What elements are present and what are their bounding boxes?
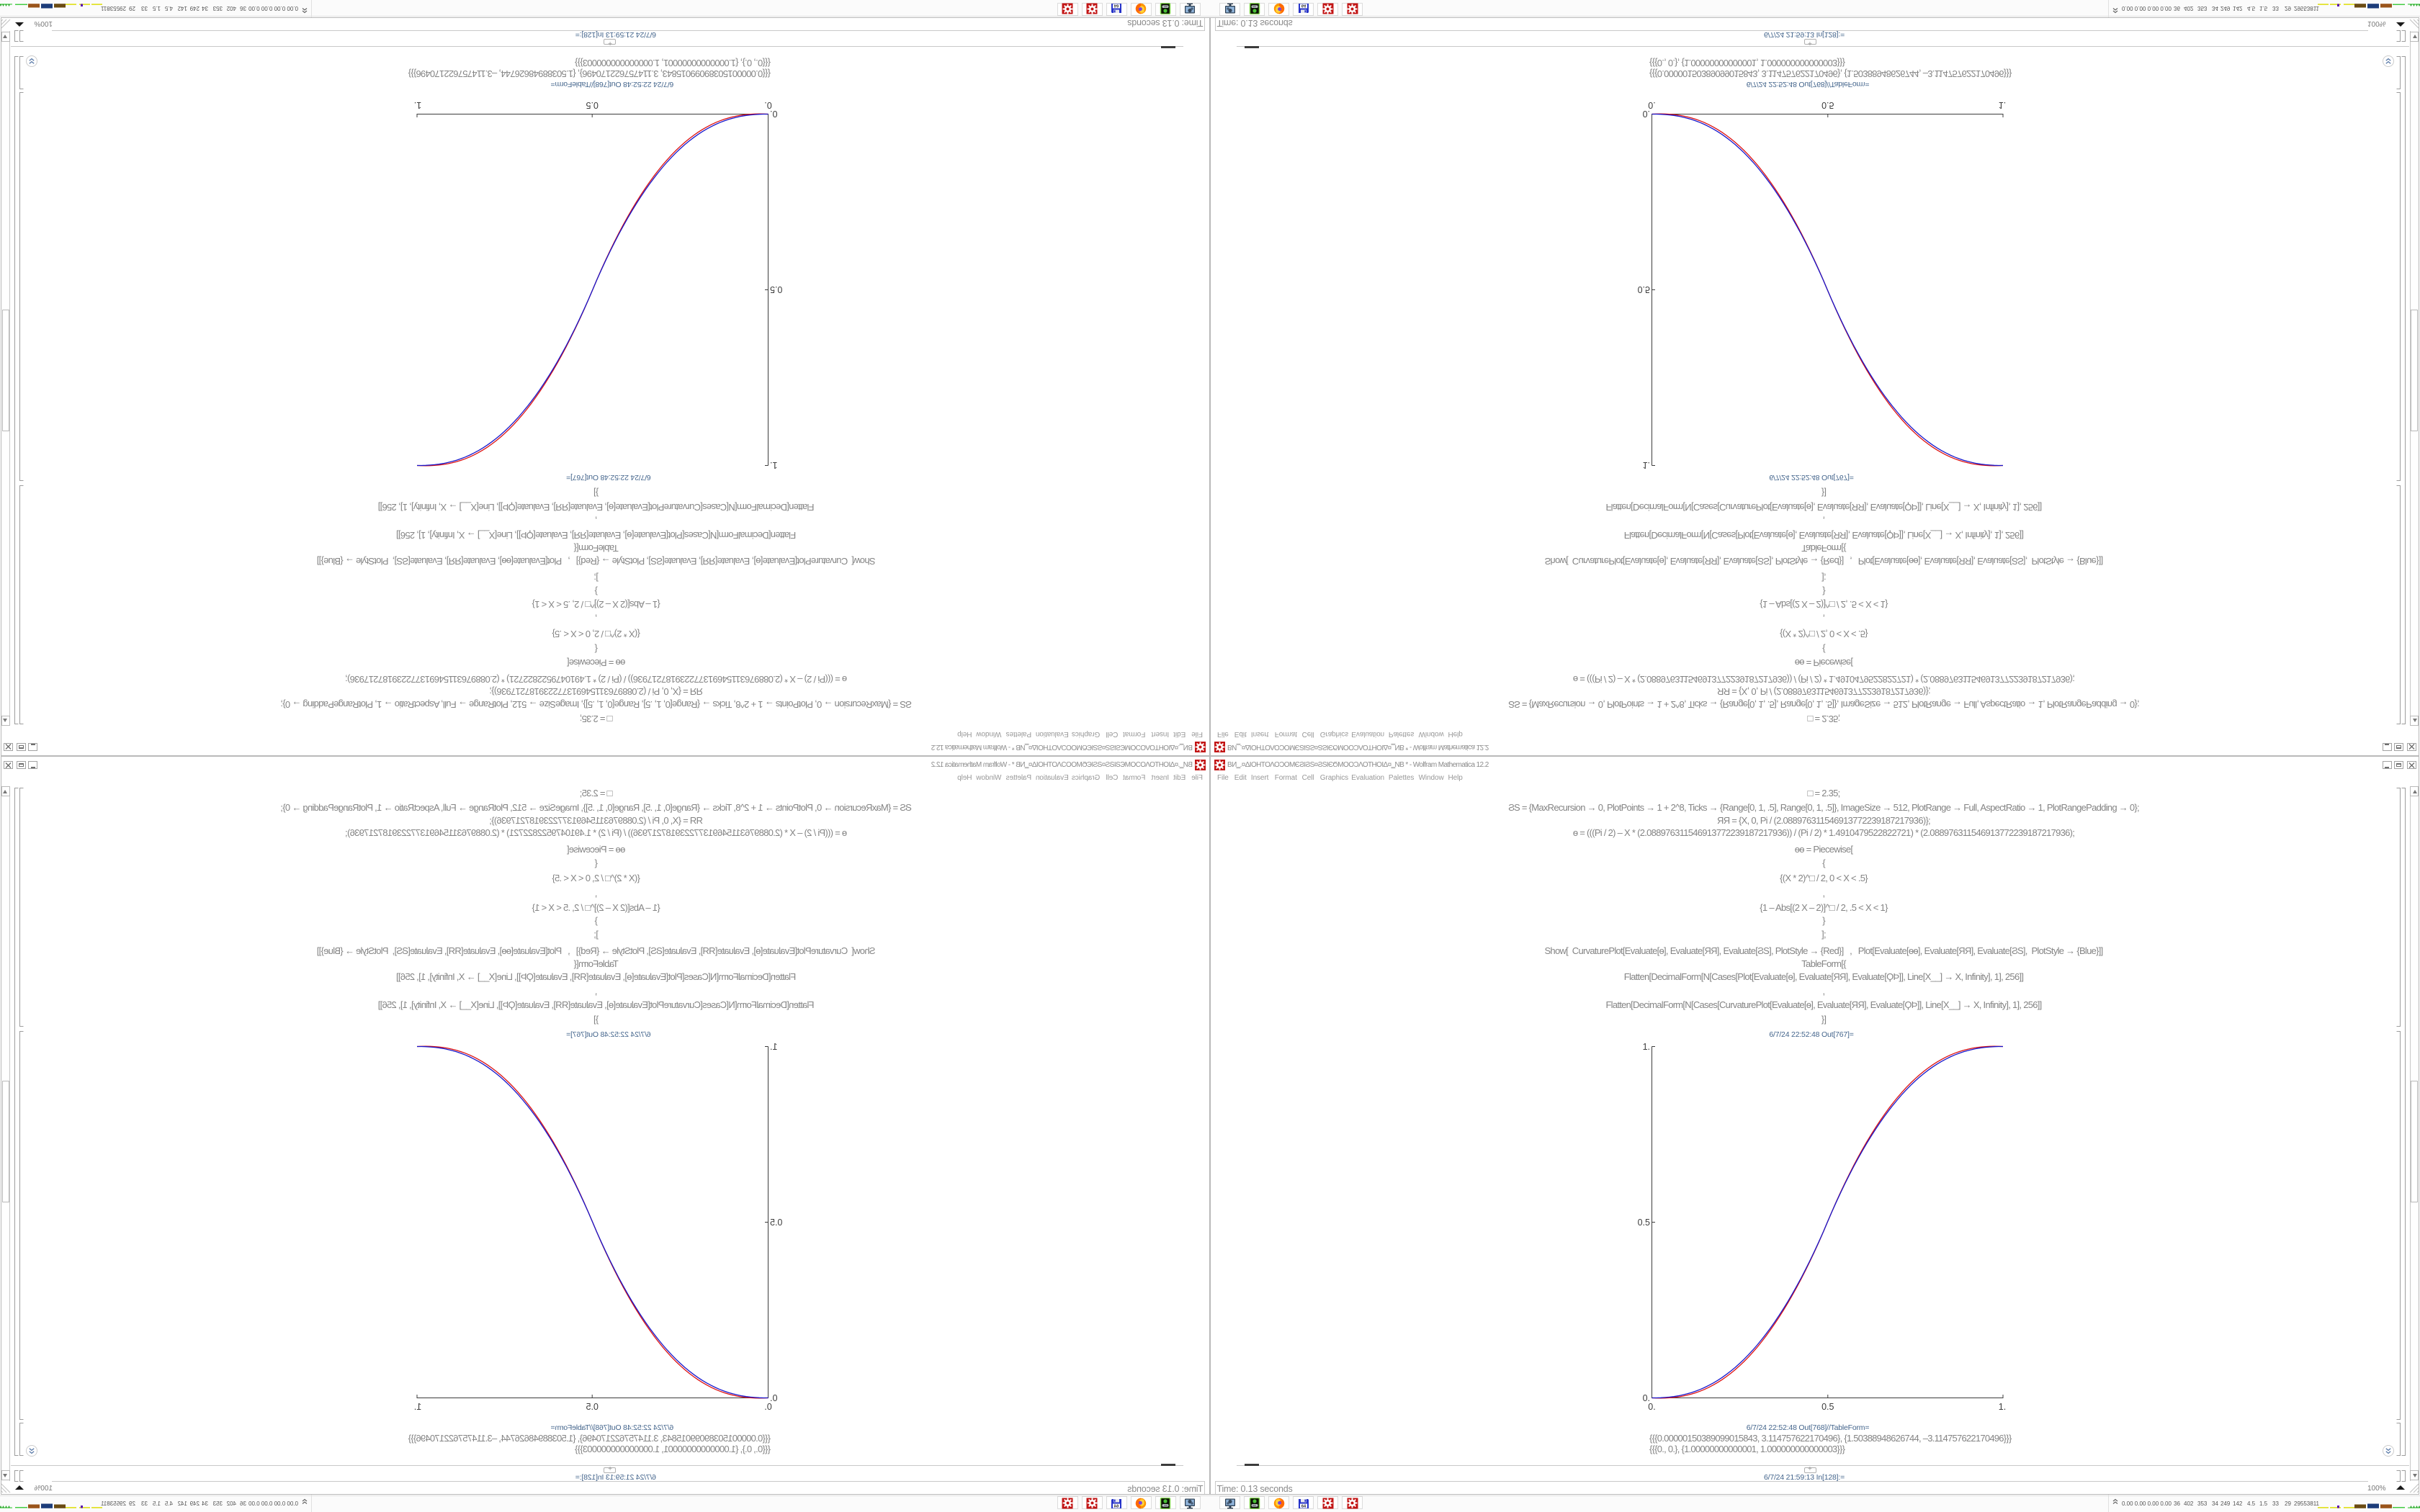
svg-text:0.5: 0.5: [770, 284, 782, 294]
svg-text:1.: 1.: [770, 460, 777, 470]
svg-text:0.5: 0.5: [1638, 1218, 1650, 1228]
svg-text:0.5: 0.5: [770, 1218, 782, 1228]
svg-text:0.5: 0.5: [1821, 1402, 1834, 1412]
svg-text:1.: 1.: [414, 100, 421, 110]
svg-text:1.: 1.: [1999, 100, 2006, 110]
svg-text:0.: 0.: [770, 1393, 777, 1403]
svg-text:0.: 0.: [1648, 1402, 1655, 1412]
svg-text:0.: 0.: [1643, 1393, 1650, 1403]
svg-text:64: 64: [1113, 1504, 1119, 1508]
svg-text:64: 64: [1301, 4, 1307, 8]
svg-text:0.: 0.: [1648, 100, 1655, 110]
svg-text:1.: 1.: [414, 1402, 421, 1412]
svg-text:1.: 1.: [1643, 460, 1650, 470]
svg-text:0.: 0.: [770, 109, 777, 119]
svg-text:0.: 0.: [764, 1402, 771, 1412]
svg-text:1.: 1.: [770, 1042, 777, 1052]
svg-text:64: 64: [1301, 1504, 1307, 1508]
svg-text:0.5: 0.5: [586, 100, 598, 110]
svg-text:0.: 0.: [764, 100, 771, 110]
svg-text:1.: 1.: [1999, 1402, 2006, 1412]
svg-text:0.5: 0.5: [1821, 100, 1834, 110]
svg-text:0.5: 0.5: [586, 1402, 598, 1412]
svg-text:64: 64: [1113, 4, 1119, 8]
svg-text:1.: 1.: [1643, 1042, 1650, 1052]
svg-text:0.5: 0.5: [1638, 284, 1650, 294]
svg-text:0.: 0.: [1643, 109, 1650, 119]
